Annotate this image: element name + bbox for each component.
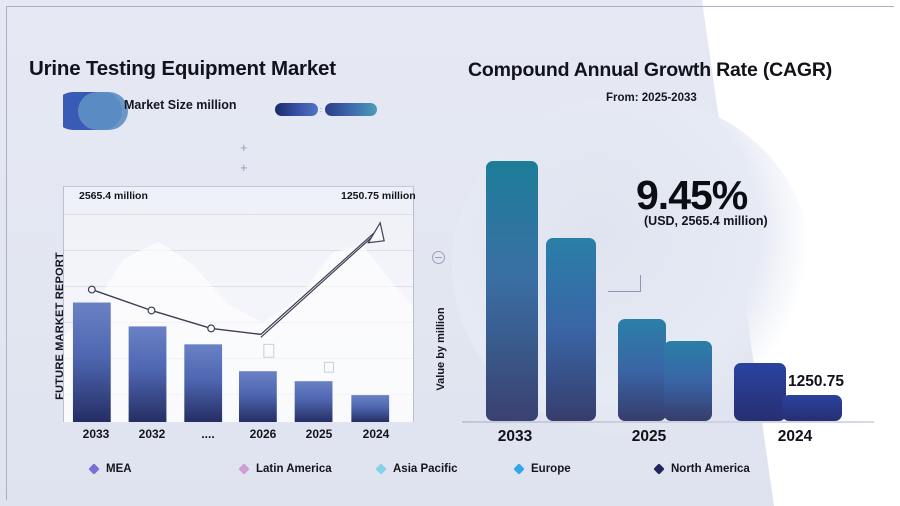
legend-item-mea[interactable]: MEA [88,463,132,475]
plus-icon-1: + [240,140,248,155]
right-chart-data-label: 1250.75 [788,373,845,390]
right-panel-title: Compound Annual Growth Rate (CAGR) [468,59,833,81]
left-x-label-0: 2033 [82,427,110,441]
left-x-label-1: 2032 [138,427,166,441]
legend-label-north-america: North America [671,463,750,475]
right-x-label-2: 2024 [777,428,813,445]
legend-diamond-icon-mea [88,463,100,475]
market-size-legend-label: Market Size million [124,98,237,112]
left-panel-title: Urine Testing Equipment Market [29,57,336,80]
legend-pill-separator: : [320,107,322,114]
market-size-logo-icon [63,92,128,130]
legend-diamond-icon-north-america [653,463,665,475]
legend-diamond-icon-latin-america [238,463,250,475]
cagr-basis: (USD, 2565.4 million) [644,214,768,228]
legend-diamond-icon-asia-pacific [375,463,387,475]
legend-item-europe[interactable]: Europe [513,463,571,475]
left-x-label-3: 2026 [249,427,277,441]
legend-item-asia-pacific[interactable]: Asia Pacific [375,463,458,475]
left-bar-chart [63,186,414,422]
left-chart-bars [72,221,390,422]
right-chart-y-axis-label: Value by million [435,307,447,391]
legend-label-asia-pacific: Asia Pacific [393,463,458,475]
left-chart-start-value: 2565.4 million [79,190,148,202]
legend-diamond-icon-europe [513,463,525,475]
left-chart-end-value: 1250.75 million [341,190,416,202]
legend-pill-secondary [325,103,377,116]
cagr-value: 9.45% [636,172,748,218]
legend-label-mea: MEA [106,463,132,475]
left-x-label-2: .... [201,427,215,441]
legend-label-europe: Europe [531,463,571,475]
legend-item-latin-america[interactable]: Latin America [238,463,332,475]
right-x-label-1: 2025 [631,428,667,445]
right-bar-chart [486,161,842,421]
right-panel-subtitle: From: 2025-2033 [606,92,697,104]
plus-icon-2: + [240,160,248,175]
bracket-decoration [608,275,641,292]
left-x-label-4: 2025 [305,427,333,441]
legend-label-latin-america: Latin America [256,463,332,475]
legend-pill-primary [275,103,318,116]
minus-circle-icon [432,251,445,264]
left-x-label-5: 2024 [362,427,390,441]
legend-item-north-america[interactable]: North America [653,463,750,475]
right-x-label-0: 2033 [497,428,533,445]
right-chart-axis [462,421,874,423]
region-legend: MEA Latin America Asia Pacific Europe No… [0,463,900,487]
